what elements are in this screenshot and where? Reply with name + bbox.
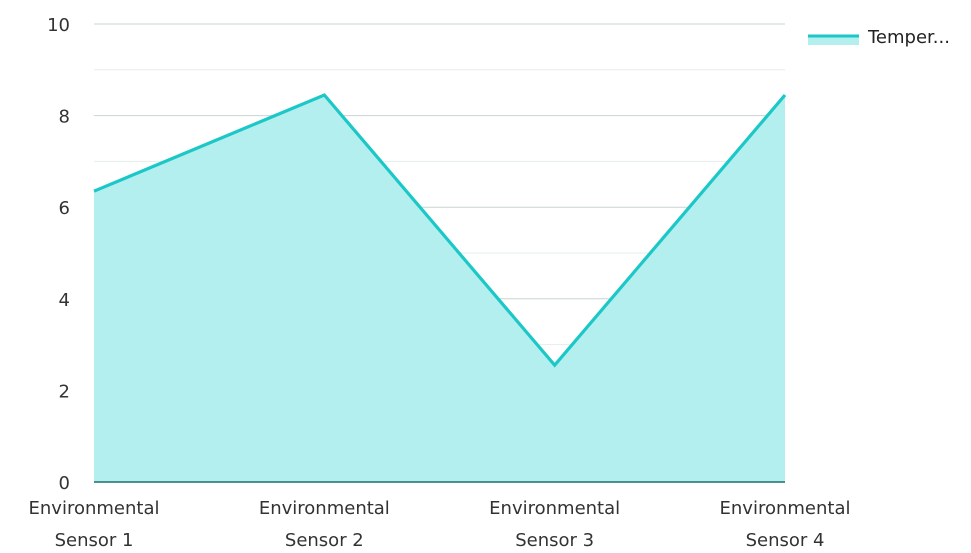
legend-label: Temper... [867, 27, 950, 48]
legend-swatch [808, 35, 859, 45]
series-line [93, 93, 787, 368]
y-tick-label: 4 [59, 290, 70, 311]
y-axis-ticks: 0 2 4 6 8 10 [47, 15, 70, 494]
y-tick-label: 8 [59, 107, 70, 128]
x-tick-label: Environmental Sensor 2 [259, 498, 390, 551]
series-area [93, 93, 787, 483]
y-tick-label: 2 [59, 381, 70, 402]
y-tick-label: 0 [59, 473, 70, 494]
y-tick-label: 10 [47, 15, 70, 36]
x-tick-label: Environmental Sensor 4 [720, 498, 851, 551]
legend: Temper... [808, 27, 950, 48]
y-tick-label: 6 [59, 198, 70, 219]
x-tick-label: Environmental Sensor 3 [489, 498, 620, 551]
x-tick-label: Environmental Sensor 1 [29, 498, 160, 551]
series-area-fill [94, 94, 785, 483]
x-axis-ticks: Environmental Sensor 1 Environmental Sensor… [29, 498, 851, 551]
